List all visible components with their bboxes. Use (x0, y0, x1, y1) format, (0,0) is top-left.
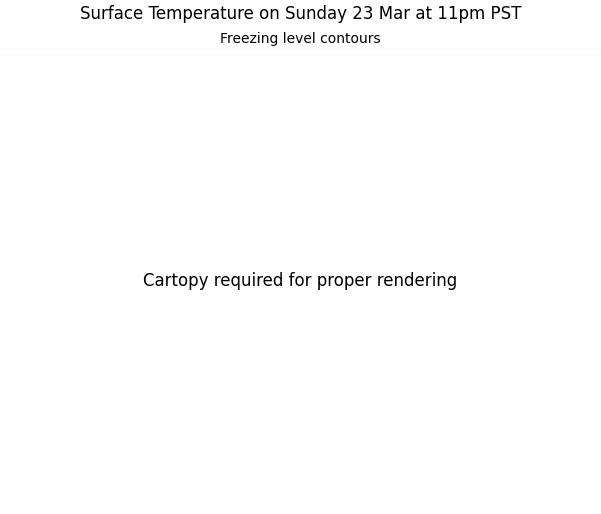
Text: Freezing level contours: Freezing level contours (220, 32, 381, 46)
Text: Cartopy required for proper rendering: Cartopy required for proper rendering (144, 272, 457, 290)
Text: Surface Temperature on Sunday 23 Mar at 11pm PST: Surface Temperature on Sunday 23 Mar at … (80, 5, 521, 23)
